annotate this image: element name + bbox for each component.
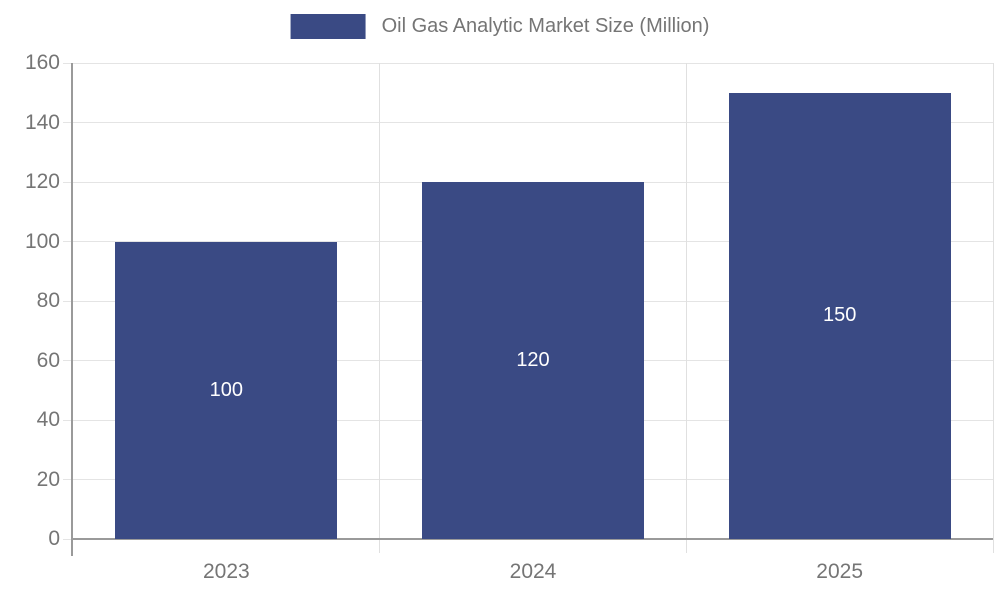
- x-axis-boundary-tick: [685, 539, 687, 553]
- y-axis-tick: [63, 360, 73, 361]
- bar-value-label: 120: [516, 349, 550, 371]
- x-axis-tick-label: 2023: [202, 560, 250, 583]
- gridline-horizontal: [73, 62, 993, 64]
- x-axis-boundary-tick: [379, 539, 381, 553]
- gridline-vertical: [685, 63, 687, 539]
- bar[interactable]: 150: [728, 92, 951, 539]
- bar-value-label: 100: [209, 378, 244, 401]
- y-axis-tick-label: 160: [24, 51, 60, 74]
- gridline-vertical: [379, 63, 381, 539]
- y-axis-tick: [63, 181, 73, 183]
- y-axis-tick: [63, 241, 73, 242]
- y-axis-line: [71, 63, 73, 556]
- gridline-horizontal: [73, 122, 993, 123]
- legend-label[interactable]: Oil Gas Analytic Market Size (Million): [381, 15, 710, 37]
- x-axis-tick-label: 2025: [816, 560, 864, 583]
- y-axis-tick-label: 80: [36, 289, 60, 312]
- y-axis-tick: [63, 62, 73, 64]
- y-axis-tick-label: 60: [36, 348, 60, 372]
- y-axis-tick: [63, 300, 73, 302]
- legend[interactable]: Oil Gas Analytic Market Size (Million): [290, 14, 710, 39]
- y-axis-tick-label: 0: [48, 527, 60, 550]
- y-axis-tick-label: 140: [24, 110, 60, 134]
- bar[interactable]: 100: [115, 241, 338, 539]
- y-axis-tick-label: 120: [24, 170, 60, 193]
- bar-value-label: 150: [822, 304, 857, 327]
- y-axis-tick: [63, 419, 73, 421]
- x-axis-line: [71, 538, 993, 540]
- y-axis-tick-label: 40: [36, 408, 60, 431]
- legend-swatch[interactable]: [290, 14, 366, 39]
- y-axis-tick: [63, 479, 73, 480]
- x-axis-tick-label: 2024: [509, 560, 557, 583]
- y-axis-tick: [63, 122, 73, 123]
- plot-right-border: [992, 63, 994, 553]
- bar[interactable]: 120: [422, 182, 644, 539]
- y-axis-tick: [63, 538, 73, 540]
- y-axis-tick-label: 20: [36, 467, 60, 491]
- y-axis-tick-label: 100: [24, 229, 60, 253]
